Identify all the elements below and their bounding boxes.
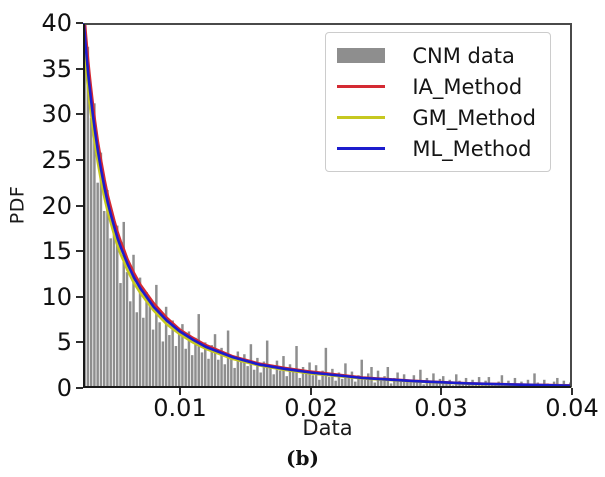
legend-label: CNM data: [412, 43, 515, 68]
y-tick-mark: [76, 250, 83, 252]
plot-area: CNM data IA_Method GM_Method ML_Method: [83, 23, 572, 388]
legend-item-gm-method: GM_Method: [337, 102, 536, 133]
legend-item-cnm-data: CNM data: [337, 40, 536, 71]
x-tick-mark: [440, 388, 442, 395]
y-tick-mark: [76, 22, 83, 24]
ml-method-curve: [83, 23, 572, 387]
y-tick-mark: [76, 296, 83, 298]
y-tick-mark: [76, 159, 83, 161]
legend-item-ia-method: IA_Method: [337, 71, 536, 102]
y-tick-mark: [76, 68, 83, 70]
y-tick-label: 15: [41, 237, 72, 265]
y-tick-label: 20: [41, 192, 72, 220]
y-tick-label: 0: [56, 374, 72, 402]
legend-label: GM_Method: [412, 105, 536, 130]
legend-label: IA_Method: [412, 74, 523, 99]
line-swatch-icon: [337, 85, 386, 88]
line-swatch-icon: [337, 147, 386, 150]
x-tick-label: 0.02: [284, 394, 338, 422]
x-tick-label: 0.01: [153, 394, 207, 422]
line-swatch-icon: [337, 116, 386, 119]
x-tick-mark: [179, 388, 181, 395]
y-tick-mark: [76, 341, 83, 343]
chart-canvas: [83, 23, 572, 388]
histogram-swatch-icon: [337, 48, 386, 63]
x-tick-label: 0.04: [545, 394, 599, 422]
plot-spines: [83, 23, 572, 388]
x-tick-mark: [571, 388, 573, 395]
y-tick-mark: [76, 205, 83, 207]
x-axis-label: Data: [302, 416, 353, 440]
y-tick-mark: [76, 113, 83, 115]
y-tick-label: 10: [41, 283, 72, 311]
y-tick-label: 25: [41, 146, 72, 174]
legend: CNM data IA_Method GM_Method ML_Method: [325, 32, 551, 172]
y-tick-label: 35: [41, 55, 72, 83]
y-tick-label: 30: [41, 100, 72, 128]
figure-caption: (b): [286, 446, 319, 470]
legend-label: ML_Method: [412, 136, 532, 161]
y-tick-mark: [76, 387, 83, 389]
x-tick-label: 0.03: [414, 394, 468, 422]
histogram-bars: [83, 23, 572, 388]
x-tick-mark: [310, 388, 312, 395]
legend-item-ml-method: ML_Method: [337, 133, 536, 164]
y-tick-label: 5: [56, 328, 72, 356]
y-tick-label: 40: [41, 9, 72, 37]
